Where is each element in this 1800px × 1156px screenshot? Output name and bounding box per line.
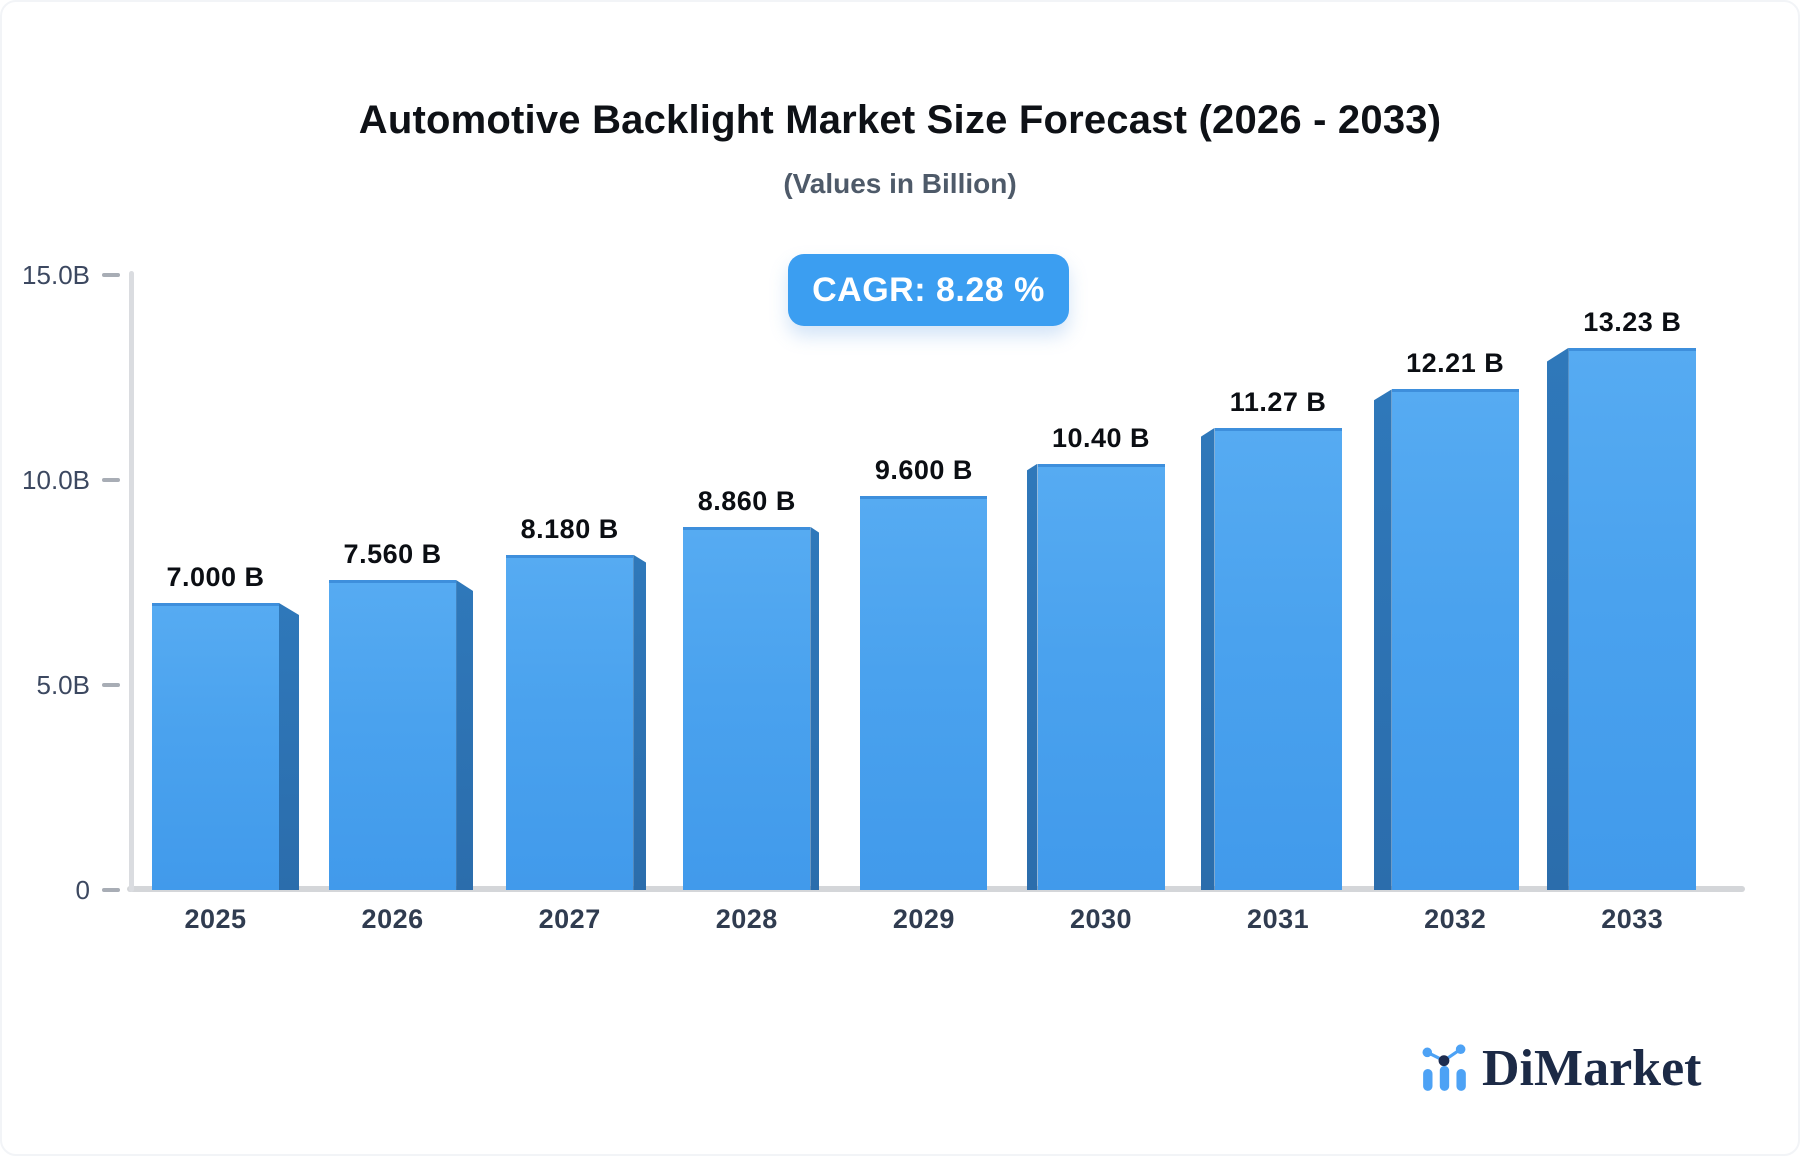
bar-side-face <box>1026 463 1038 890</box>
bar-2026 <box>329 580 457 890</box>
y-axis-tick-label: 5.0B <box>36 670 91 700</box>
bar-side-face <box>1200 427 1215 890</box>
bar-2031 <box>1214 427 1342 890</box>
bar-side-face <box>1373 389 1392 890</box>
x-tick-label-2029: 2029 <box>892 904 955 934</box>
x-tick-label-2027: 2027 <box>538 904 601 934</box>
bar-2030 <box>1037 463 1165 890</box>
cagr-badge: CAGR: 8.28 % <box>788 254 1069 326</box>
y-axis-tick-label: 15.0B <box>22 260 90 290</box>
bar-value-label: 12.21 B <box>1406 348 1505 379</box>
chart-subtitle: (Values in Billion) <box>783 168 1017 199</box>
y-axis-tick <box>102 478 120 482</box>
bar-value-label: 13.23 B <box>1583 306 1682 337</box>
bar-2027 <box>506 554 634 890</box>
x-tick-label-2025: 2025 <box>184 904 247 934</box>
bar-side-face <box>1546 347 1569 890</box>
y-axis-tick <box>102 273 120 277</box>
y-axis-tick-label: 0 <box>75 875 90 905</box>
y-axis-tick-label: 10.0B <box>22 465 90 495</box>
bar-value-label: 8.180 B <box>520 513 619 544</box>
bar-value-label: 7.560 B <box>343 539 442 570</box>
x-tick-label-2032: 2032 <box>1424 904 1487 934</box>
bar-2028 <box>683 526 811 890</box>
bar-value-label: 10.40 B <box>1051 422 1151 453</box>
bar-2033 <box>1568 347 1696 890</box>
y-axis-line <box>129 271 134 892</box>
bar-value-label: 8.860 B <box>697 485 796 516</box>
x-tick-label-2030: 2030 <box>1069 904 1133 934</box>
y-axis-tick <box>102 683 120 687</box>
bar-2029 <box>860 496 988 890</box>
y-axis-tick <box>102 888 120 892</box>
bar-2032 <box>1391 389 1519 890</box>
brand-name: DiMarket <box>1482 1040 1702 1097</box>
x-tick-label-2031: 2031 <box>1247 904 1310 934</box>
bar-side-face <box>810 526 820 890</box>
x-tick-label-2026: 2026 <box>361 904 424 934</box>
bar-side-face <box>633 554 647 890</box>
bar-side-face <box>279 603 299 890</box>
bar-chart-logo-icon <box>1422 1044 1466 1091</box>
chart-title: Automotive Backlight Market Size Forecas… <box>358 98 1442 142</box>
x-tick-label-2033: 2033 <box>1601 904 1664 934</box>
bar-2025 <box>152 603 279 890</box>
brand-logo: DiMarket <box>1420 1040 1701 1098</box>
bar-side-face <box>456 580 474 890</box>
bar-value-label: 11.27 B <box>1229 386 1327 417</box>
bar-value-label: 9.600 B <box>874 455 973 486</box>
bar-value-label: 7.000 B <box>166 562 265 592</box>
x-tick-label-2028: 2028 <box>715 904 778 934</box>
